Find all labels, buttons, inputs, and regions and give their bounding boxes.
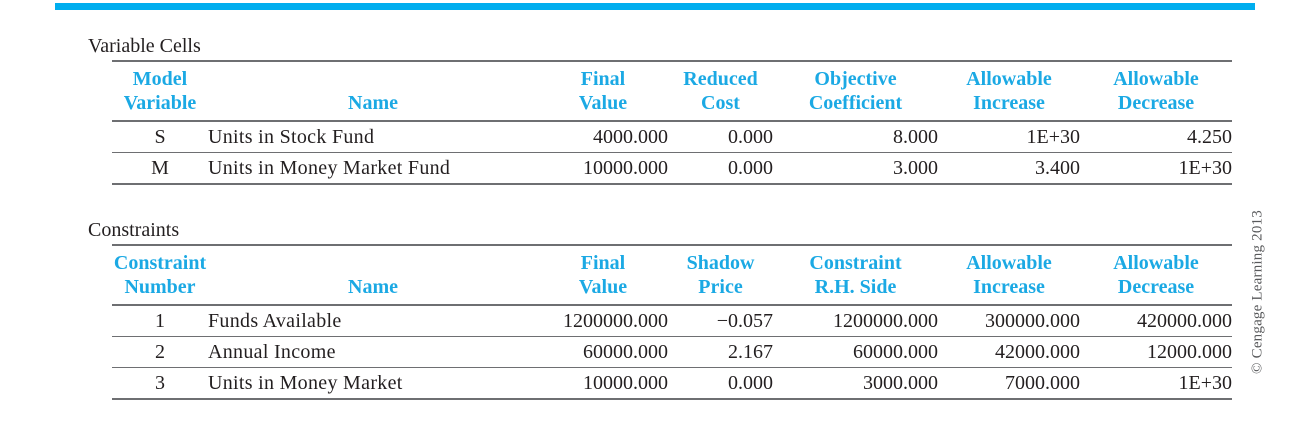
header-cell: Allowable [1113,252,1199,274]
header-cell: Final [580,68,626,90]
table-cell: 7000.000 [1005,371,1080,394]
table-cell: 60000.000 [538,336,668,368]
figure-content: Variable Cells Model Final Reduced Objec… [88,34,1232,400]
table-cell: Annual Income [208,336,538,368]
header-cell: Decrease [1080,275,1232,306]
table-cell: 3 [155,371,165,394]
constraints-header: Constraint Final Shadow Constraint Allow… [112,245,1232,306]
table-row: 2 Annual Income 60000.000 2.167 60000.00… [112,336,1232,368]
table-cell: 3.000 [893,156,938,179]
table-cell: 1E+30 [1178,156,1233,179]
header-cell: Coefficient [773,91,938,122]
constraints-table: Constraint Final Shadow Constraint Allow… [112,244,1232,400]
table-cell: 0.000 [728,156,773,179]
header-row-line1: Model Final Reduced Objective Allowable … [112,61,1232,91]
table-row: S Units in Stock Fund 4000.000 0.000 8.0… [112,121,1232,153]
table-cell: 2 [112,336,208,368]
header-cell: Final [580,252,626,274]
header-row-line1: Constraint Final Shadow Constraint Allow… [112,245,1232,275]
table-row: M Units in Money Market Fund 10000.000 0… [112,153,1232,185]
table-cell: 12000.000 [1080,336,1232,368]
table-row: 1 Funds Available 1200000.000 −0.057 120… [112,305,1232,337]
header-cell: Variable [112,91,208,122]
table-cell: Units in Stock Fund [208,121,538,153]
table-cell: S [112,121,208,153]
table-cell: 300000.000 [938,305,1080,337]
header-cell: Decrease [1080,91,1232,122]
header-cell: Allowable [966,252,1052,274]
header-cell: Value [538,91,668,122]
table-cell: 1E+30 [938,121,1080,153]
header-cell: Allowable [1113,68,1199,90]
table-cell: −0.057 [668,305,773,337]
section-label-constraints: Constraints [88,219,180,241]
constraints-section: Constraints Constraint Final Shadow Cons… [88,218,1232,400]
header-cell: Model [132,68,188,90]
table-cell: M [151,156,169,179]
table-cell: 3.400 [1035,156,1080,179]
section-label-variable-cells: Variable Cells [88,35,201,57]
table-cell: 42000.000 [938,336,1080,368]
header-cell: Constraint [113,252,207,274]
table-cell: 10000.000 [583,371,668,394]
header-cell: Constraint [809,252,902,274]
header-cell [208,245,538,275]
table-cell: Units in Money Market [208,371,403,394]
header-row-line2: Number Name Value Price R.H. Side Increa… [112,275,1232,306]
table-cell: 1200000.000 [773,305,938,337]
header-cell: Value [538,275,668,306]
header-cell: Objective [814,68,897,90]
header-cell: Increase [938,91,1080,122]
table-cell: 4000.000 [538,121,668,153]
header-cell: Increase [938,275,1080,306]
variable-cells-section: Variable Cells Model Final Reduced Objec… [88,34,1232,185]
header-cell [208,61,538,91]
table-cell: 1200000.000 [538,305,668,337]
table-cell: 420000.000 [1080,305,1232,337]
table-cell: 8.000 [773,121,938,153]
table-row: 3 Units in Money Market 10000.000 0.000 … [112,368,1232,400]
header-cell: Name [208,91,538,122]
table-cell: 3000.000 [863,371,938,394]
table-cell: 0.000 [668,121,773,153]
table-cell: 2.167 [668,336,773,368]
copyright-credit: © Cengage Learning 2013 [1249,210,1266,374]
header-row-line2: Variable Name Value Cost Coefficient Inc… [112,91,1232,122]
header-cell: Number [112,275,208,306]
header-cell: R.H. Side [773,275,938,306]
table-cell: 60000.000 [773,336,938,368]
table-cell: Funds Available [208,305,538,337]
header-cell: Shadow [686,252,755,274]
table-cell: 10000.000 [583,156,668,179]
table-cell: 4.250 [1080,121,1232,153]
header-cell: Price [668,275,773,306]
header-cell: Reduced [683,68,758,90]
table-cell: 0.000 [728,371,773,394]
table-cell: Units in Money Market Fund [208,156,451,179]
table-cell: 1E+30 [1178,371,1233,394]
table-cell: 1 [112,305,208,337]
variable-cells-header: Model Final Reduced Objective Allowable … [112,61,1232,122]
header-cell: Cost [668,91,773,122]
variable-cells-table: Model Final Reduced Objective Allowable … [112,60,1232,185]
top-accent-bar [55,3,1255,10]
header-cell: Name [208,275,538,306]
header-cell: Allowable [966,68,1052,90]
